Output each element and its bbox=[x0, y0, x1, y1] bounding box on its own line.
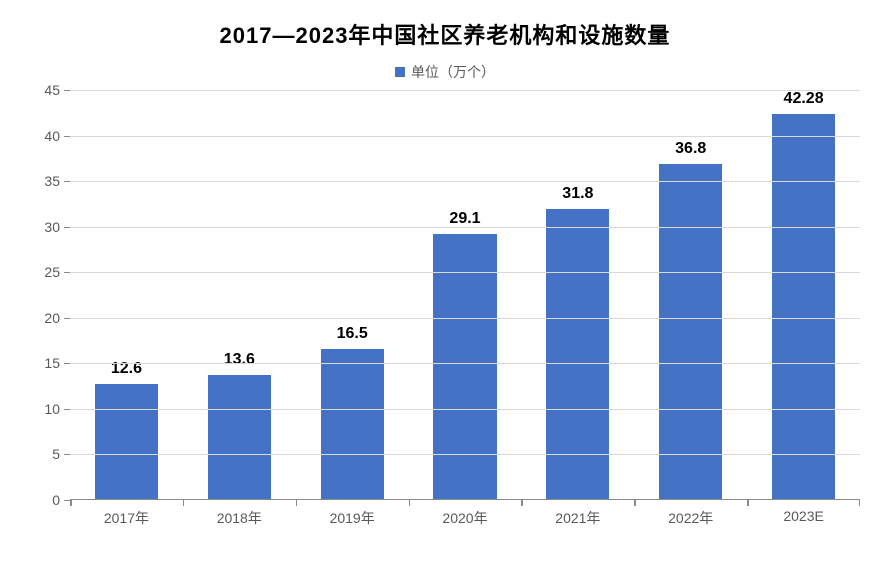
grid-line bbox=[70, 136, 860, 137]
bar-value-label: 31.8 bbox=[562, 185, 593, 203]
y-tick-label: 30 bbox=[44, 219, 70, 235]
grid-line bbox=[70, 454, 860, 455]
bar: 31.8 bbox=[546, 209, 609, 499]
x-tick-label: 2019年 bbox=[296, 500, 409, 528]
x-tick-slot: 2020年 bbox=[409, 500, 522, 528]
legend: 单位（万个） bbox=[0, 62, 890, 82]
y-tick-label: 5 bbox=[52, 446, 70, 462]
x-tick-slot: 2017年 bbox=[70, 500, 183, 528]
y-tick-label: 35 bbox=[44, 173, 70, 189]
x-tick-slot: 2018年 bbox=[183, 500, 296, 528]
bar: 12.6 bbox=[95, 384, 158, 499]
grid-line bbox=[70, 90, 860, 91]
bar-slot: 12.6 bbox=[70, 90, 183, 499]
y-tick-label: 0 bbox=[52, 492, 70, 508]
bar-slot: 16.5 bbox=[296, 90, 409, 499]
x-axis: 2017年2018年2019年2020年2021年2022年2023E bbox=[70, 500, 860, 528]
y-tick-label: 20 bbox=[44, 310, 70, 326]
bar-value-label: 16.5 bbox=[337, 325, 368, 343]
chart-container: 2017—2023年中国社区养老机构和设施数量 单位（万个） 12.613.61… bbox=[0, 0, 890, 561]
bar: 42.28 bbox=[772, 114, 835, 499]
legend-swatch bbox=[395, 67, 405, 77]
bar-value-label: 36.8 bbox=[675, 140, 706, 158]
bar-value-label: 13.6 bbox=[224, 351, 255, 369]
x-tick-slot: 2023E bbox=[747, 500, 860, 528]
x-tick-mark bbox=[859, 500, 861, 506]
bar: 36.8 bbox=[659, 164, 722, 499]
bar: 13.6 bbox=[208, 375, 271, 499]
bar: 16.5 bbox=[321, 349, 384, 499]
bar-slot: 13.6 bbox=[183, 90, 296, 499]
chart-title: 2017—2023年中国社区养老机构和设施数量 bbox=[0, 0, 890, 50]
x-tick-label: 2020年 bbox=[409, 500, 522, 528]
bar-value-label: 29.1 bbox=[449, 210, 480, 228]
plot-area: 12.613.616.529.131.836.842.28 0510152025… bbox=[70, 90, 860, 500]
bar-slot: 29.1 bbox=[409, 90, 522, 499]
x-tick-mark bbox=[409, 500, 411, 506]
x-tick-mark bbox=[747, 500, 749, 506]
bar: 29.1 bbox=[433, 234, 496, 499]
bars-region: 12.6 13.6 16.5 29.1 31.8 36.8 42.28 bbox=[70, 90, 860, 499]
y-tick-label: 15 bbox=[44, 355, 70, 371]
grid-line bbox=[70, 318, 860, 319]
x-tick-label: 2018年 bbox=[183, 500, 296, 528]
grid-line bbox=[70, 227, 860, 228]
y-tick-label: 10 bbox=[44, 401, 70, 417]
x-tick-slot: 2019年 bbox=[296, 500, 409, 528]
y-tick-label: 40 bbox=[44, 128, 70, 144]
x-tick-mark bbox=[521, 500, 523, 506]
x-tick-label: 2017年 bbox=[70, 500, 183, 528]
x-tick-label: 2022年 bbox=[634, 500, 747, 528]
x-tick-slot: 2021年 bbox=[521, 500, 634, 528]
x-tick-slot: 2022年 bbox=[634, 500, 747, 528]
x-tick-mark bbox=[296, 500, 298, 506]
x-tick-mark bbox=[183, 500, 185, 506]
bar-value-label: 42.28 bbox=[784, 90, 824, 108]
x-tick-mark bbox=[70, 500, 72, 506]
bar-slot: 31.8 bbox=[521, 90, 634, 499]
grid-line bbox=[70, 181, 860, 182]
x-tick-mark bbox=[634, 500, 636, 506]
y-tick-label: 25 bbox=[44, 264, 70, 280]
x-tick-label: 2023E bbox=[747, 500, 860, 524]
bar-slot: 42.28 bbox=[747, 90, 860, 499]
x-tick-label: 2021年 bbox=[521, 500, 634, 528]
bar-slot: 36.8 bbox=[634, 90, 747, 499]
grid-line bbox=[70, 363, 860, 364]
grid-line bbox=[70, 409, 860, 410]
legend-label: 单位（万个） bbox=[411, 62, 495, 82]
y-tick-label: 45 bbox=[44, 82, 70, 98]
grid-line bbox=[70, 272, 860, 273]
